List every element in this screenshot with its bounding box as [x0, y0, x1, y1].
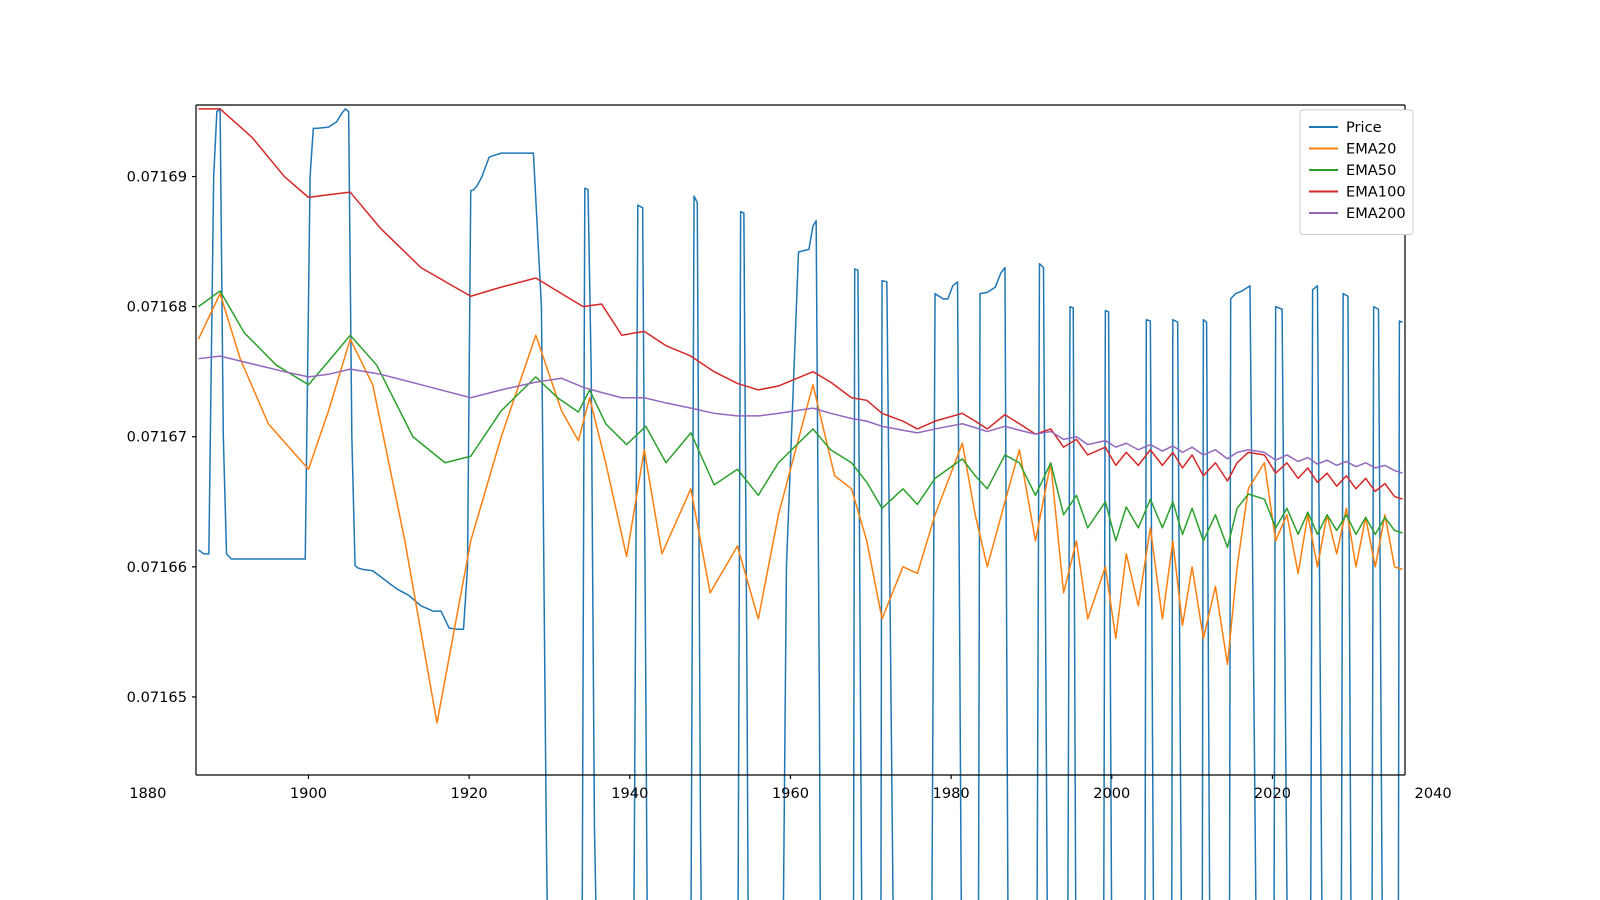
legend-label-ema20[interactable]: EMA20 — [1346, 141, 1396, 158]
xtick-label: 1940 — [611, 785, 648, 802]
series-line-ema200 — [198, 355, 1403, 474]
legend-label-price[interactable]: Price — [1346, 119, 1382, 136]
legend-label-ema100[interactable]: EMA100 — [1346, 184, 1406, 201]
series-line-price — [197, 108, 1403, 900]
xtick-label: 2040 — [1415, 785, 1452, 802]
xtick-label: 2000 — [1093, 785, 1130, 802]
legend-box[interactable]: Price EMA20 EMA50 EMA100 EMA200 — [1299, 109, 1414, 235]
legend-label-ema200[interactable]: EMA200 — [1346, 205, 1406, 222]
series-line-ema100 — [198, 108, 1403, 500]
xtick-label: 1920 — [451, 785, 488, 802]
xtick-label: 1960 — [772, 785, 809, 802]
xtick-label: 1980 — [933, 785, 970, 802]
series-layer — [197, 108, 1403, 900]
ytick-label: 0.07168 — [127, 299, 187, 316]
series-line-ema50 — [197, 290, 1403, 549]
xtick-label: 1900 — [290, 785, 327, 802]
series-line-ema20 — [197, 292, 1403, 724]
axes-layer: 1880 1900 1920 1940 1960 1980 2000 2020 2040 0.07… — [127, 104, 1452, 802]
xtick-label: 2020 — [1254, 785, 1291, 802]
ytick-label: 0.07167 — [127, 429, 187, 446]
axes-background — [196, 105, 1405, 775]
ytick-label: 0.07166 — [127, 559, 187, 576]
ytick-label: 0.07165 — [127, 689, 187, 706]
xtick-label: 1880 — [129, 785, 166, 802]
legend-label-ema50[interactable]: EMA50 — [1346, 162, 1396, 179]
legend-frame — [1299, 109, 1414, 235]
ytick-label: 0.07169 — [127, 169, 187, 186]
